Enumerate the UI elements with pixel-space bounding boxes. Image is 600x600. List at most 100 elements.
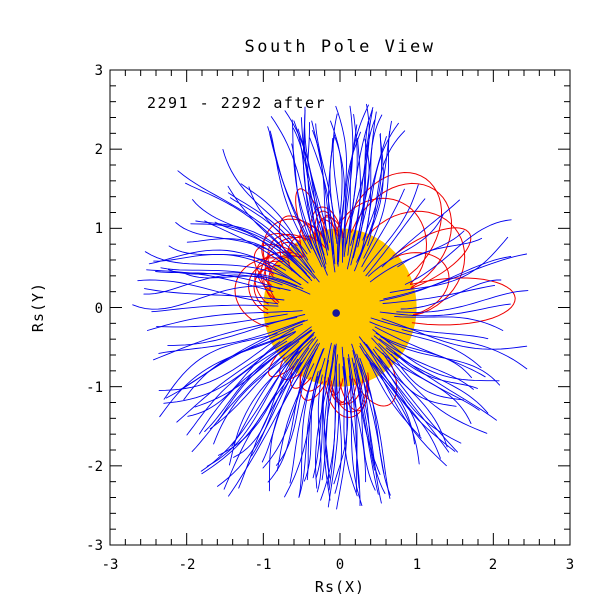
open-field-line	[146, 269, 274, 292]
open-field-line	[262, 342, 320, 469]
open-field-line	[223, 362, 302, 490]
open-field-line	[137, 279, 279, 305]
open-field-line	[383, 253, 528, 300]
closed-field-line	[299, 371, 324, 392]
open-field-line	[231, 332, 315, 447]
open-field-line	[269, 130, 311, 253]
open-field-line	[267, 358, 311, 483]
open-field-line	[391, 354, 464, 401]
open-field-line	[185, 182, 307, 274]
open-field-line	[363, 114, 383, 243]
closed-field-line	[260, 251, 303, 302]
open-field-line	[400, 279, 502, 310]
open-field-line	[343, 357, 361, 507]
y-axis-label: Rs(Y)	[29, 282, 47, 332]
open-field-line	[185, 273, 298, 288]
open-field-line	[298, 348, 324, 497]
open-field-line	[214, 221, 311, 279]
open-field-line	[378, 355, 458, 453]
open-field-line	[373, 335, 497, 421]
open-field-line	[163, 333, 278, 400]
open-field-line	[325, 354, 338, 479]
open-field-line	[394, 315, 504, 331]
x-tick-label: 3	[566, 557, 574, 573]
open-field-line	[293, 120, 322, 260]
closed-field-line	[264, 237, 311, 289]
x-axis-label: Rs(X)	[315, 578, 365, 596]
open-field-line	[356, 368, 382, 504]
open-field-line	[132, 285, 291, 310]
open-field-line	[344, 131, 361, 252]
open-field-line	[393, 352, 478, 389]
open-field-line	[328, 379, 337, 491]
closed-field-line	[350, 182, 453, 288]
open-field-line	[158, 319, 305, 354]
open-field-line	[363, 130, 391, 259]
open-field-line	[372, 329, 500, 382]
open-field-line	[291, 119, 328, 276]
open-field-line	[213, 334, 315, 445]
open-field-line	[342, 105, 354, 247]
open-field-line	[330, 120, 343, 265]
open-field-line	[343, 369, 358, 497]
open-field-line	[370, 317, 489, 340]
closed-field-line	[330, 375, 368, 413]
open-field-line	[334, 365, 342, 494]
open-field-line	[382, 284, 496, 304]
open-field-line	[378, 343, 480, 411]
open-field-line	[379, 303, 511, 317]
open-field-line	[312, 130, 329, 250]
open-field-line	[190, 223, 301, 278]
open-field-line	[158, 328, 295, 391]
closed-field-line	[268, 351, 294, 378]
open-field-line	[359, 343, 421, 437]
x-tick-label: 1	[413, 557, 421, 573]
open-field-line	[369, 321, 482, 369]
open-field-line	[356, 133, 384, 263]
open-field-line	[356, 353, 386, 494]
open-field-line	[335, 105, 347, 267]
open-field-line	[167, 269, 304, 290]
open-field-line	[177, 170, 320, 283]
open-field-line	[159, 333, 291, 418]
open-field-line	[389, 236, 509, 293]
open-field-line	[276, 363, 315, 472]
closed-field-line	[335, 197, 428, 285]
open-field-line	[306, 357, 326, 481]
open-field-line	[363, 184, 419, 272]
open-field-line	[366, 343, 450, 453]
open-field-line	[144, 288, 285, 301]
open-field-line	[204, 344, 288, 432]
open-field-line	[362, 133, 382, 241]
x-tick-labels: -3 -2 -1 0 1 2 3	[102, 557, 575, 573]
open-field-line	[367, 214, 444, 277]
open-field-line	[361, 188, 405, 268]
open-field-line	[198, 329, 313, 435]
chart-title: South Pole View	[244, 37, 435, 57]
open-field-line	[379, 338, 474, 390]
x-tick-label: -2	[179, 557, 196, 573]
open-field-line	[186, 238, 302, 278]
open-field-line	[192, 199, 298, 263]
open-field-line	[347, 354, 358, 493]
x-tick-label: 2	[489, 557, 497, 573]
open-field-line	[227, 185, 316, 279]
open-field-line	[298, 375, 319, 498]
open-field-line	[240, 183, 309, 261]
open-field-line	[381, 199, 460, 268]
open-field-line	[148, 249, 301, 286]
open-field-line	[228, 343, 318, 497]
annotation-label: 2291 - 2292 after	[147, 94, 326, 112]
field-lines-layer	[132, 103, 529, 510]
open-field-line	[372, 362, 441, 459]
open-field-line	[371, 337, 488, 434]
open-field-line	[201, 358, 299, 475]
open-field-line	[323, 345, 336, 501]
open-field-line	[217, 348, 303, 456]
open-field-line	[307, 122, 325, 256]
open-field-line	[359, 364, 391, 499]
x-tick-label: -3	[102, 557, 119, 573]
open-field-line	[163, 331, 296, 404]
y-tick-label: -2	[86, 459, 103, 475]
